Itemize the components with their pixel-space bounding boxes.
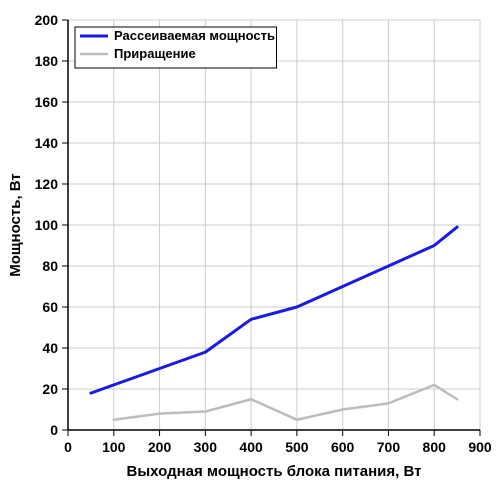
x-axis-label: Выходная мощность блока питания, Вт bbox=[127, 463, 422, 480]
y-tick-label: 0 bbox=[50, 422, 58, 438]
y-tick-label: 200 bbox=[35, 12, 59, 28]
y-tick-label: 80 bbox=[42, 258, 58, 274]
y-tick-label: 120 bbox=[35, 176, 59, 192]
y-tick-label: 160 bbox=[35, 94, 59, 110]
x-tick-label: 100 bbox=[102, 439, 126, 455]
legend: Рассеиваемая мощность Приращение bbox=[75, 27, 277, 68]
x-tick-label: 0 bbox=[64, 439, 72, 455]
chart-svg: 0 100 200 300 400 500 600 700 800 900 0 20 40 60 80 100… bbox=[0, 0, 500, 500]
legend-label-1: Приращение bbox=[114, 46, 196, 61]
legend-label-0: Рассеиваемая мощность bbox=[114, 28, 275, 43]
x-tick-label: 500 bbox=[285, 439, 309, 455]
y-axis-label: Мощность, Вт bbox=[7, 173, 24, 277]
y-tick-label: 140 bbox=[35, 135, 59, 151]
y-tick-label: 40 bbox=[42, 340, 58, 356]
x-tick-label: 600 bbox=[331, 439, 355, 455]
x-tick-label: 700 bbox=[377, 439, 401, 455]
x-tick-label: 900 bbox=[468, 439, 492, 455]
y-tick-label: 100 bbox=[35, 217, 59, 233]
y-tick-label: 60 bbox=[42, 299, 58, 315]
power-chart: 0 100 200 300 400 500 600 700 800 900 0 20 40 60 80 100… bbox=[0, 0, 500, 500]
x-tick-label: 300 bbox=[194, 439, 218, 455]
y-tick-label: 180 bbox=[35, 53, 59, 69]
x-tick-label: 800 bbox=[423, 439, 447, 455]
x-tick-label: 400 bbox=[239, 439, 263, 455]
x-tick-label: 200 bbox=[148, 439, 172, 455]
y-tick-label: 20 bbox=[42, 381, 58, 397]
